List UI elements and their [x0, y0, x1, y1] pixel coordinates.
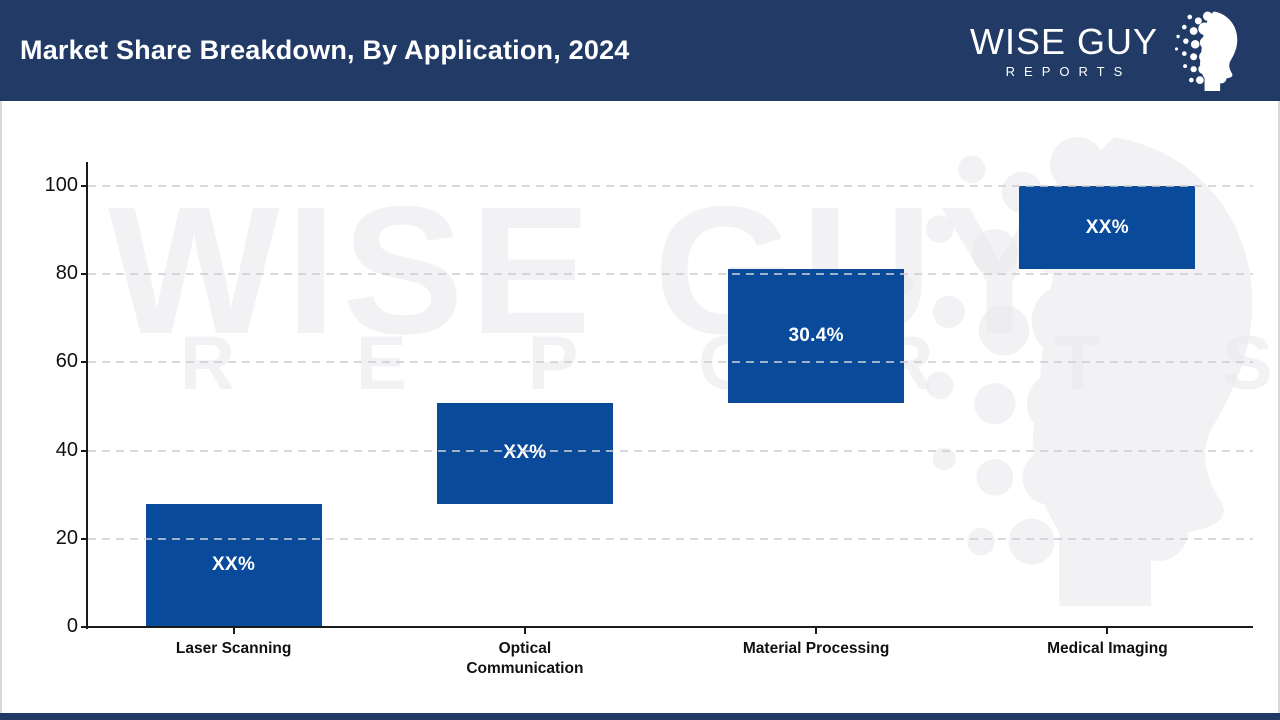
y-tick-mark [81, 185, 88, 187]
y-tick-mark [81, 361, 88, 364]
x-axis-line [86, 626, 1253, 628]
header-bar: Market Share Breakdown, By Application, … [0, 0, 1280, 101]
dotted-head-logo-icon [1174, 11, 1238, 91]
y-tick-label: 0 [66, 615, 78, 637]
x-category-label: Optical Communication [466, 640, 584, 677]
y-axis-line [86, 162, 88, 629]
bar-medical-imaging: XX% [1019, 186, 1196, 270]
footer-bar [0, 713, 1280, 720]
brand-name: WISE GUY [969, 20, 1158, 62]
bar-value-label: XX% [503, 442, 547, 464]
x-tick-mark [232, 627, 235, 634]
page-title: Market Share Breakdown, By Application, … [20, 35, 630, 65]
y-tick-mark [81, 537, 88, 540]
x-category-label: Laser Scanning [175, 640, 292, 657]
gridline-y80 [88, 273, 1253, 276]
brand-subname: REPORTS [1005, 63, 1132, 79]
y-tick-label: 20 [55, 526, 78, 549]
bar-laser-scanning: XX% [145, 503, 322, 627]
y-tick-label: 40 [55, 438, 78, 461]
brand-logo: WISE GUY REPORTS [970, 10, 1242, 91]
x-tick-mark [523, 627, 526, 634]
x-tick-mark [1106, 627, 1109, 634]
x-category-label: Material Processing [742, 640, 890, 657]
bar-value-label: XX% [212, 554, 256, 576]
brand-logo-text: WISE GUY REPORTS [969, 20, 1158, 79]
bar-material-processing: 30.4% [728, 269, 905, 404]
y-tick-mark [81, 626, 88, 628]
bar-value-label: XX% [1085, 216, 1129, 238]
gridline-y40 [88, 449, 1253, 452]
x-category-label: Medical Imaging [1047, 640, 1168, 657]
y-tick-mark [81, 273, 88, 276]
y-tick-label: 100 [44, 174, 78, 196]
x-tick-mark [815, 627, 818, 634]
gridline-y20 [88, 537, 1253, 540]
y-tick-mark [81, 449, 88, 452]
gridline-y60 [88, 361, 1253, 364]
bar-value-label: 30.4% [788, 325, 844, 347]
gridline-y100 [88, 185, 1253, 187]
bar-optical-communication: XX% [436, 403, 613, 504]
y-tick-label: 80 [55, 262, 78, 285]
y-tick-label: 60 [55, 350, 78, 373]
